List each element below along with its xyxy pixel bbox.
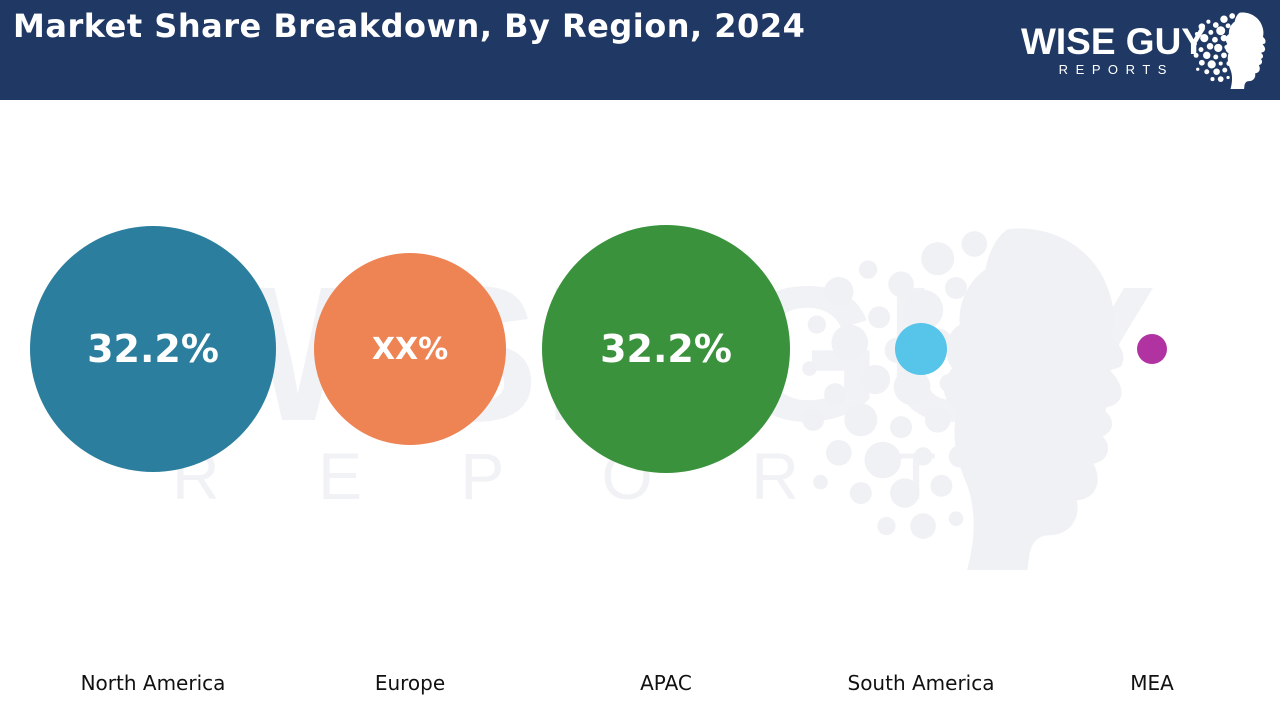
bubble-europe: XX% [314,253,506,445]
axis-label-south-america: South America [847,671,995,695]
bubble-value-label: XX% [371,331,449,367]
axis-label-north-america: North America [80,671,226,695]
bubble-north-america: 32.2% [30,226,276,472]
logo-subtitle-text: R E P O R T S [1058,61,1169,77]
bubble-apac: 32.2% [542,225,790,473]
bubble-mea [1137,334,1167,364]
axis-label-europe: Europe [374,671,446,695]
header: Market Share Breakdown, By Region, 2024 … [0,0,1280,100]
bubble-south-america [895,323,947,375]
page-title: Market Share Breakdown, By Region, 2024 [13,7,806,45]
wise-guy-logo: WISE GUY R E P O R T S [1021,4,1274,96]
axis-label-apac: APAC [640,671,692,695]
logo-title-text: WISE GUY [1020,21,1206,63]
watermark-head-icon [782,222,1174,570]
bubble-value-label: 32.2% [600,327,732,371]
bubble-value-label: 32.2% [87,327,219,371]
logo-wordmark: WISE GUY R E P O R T S [1020,21,1206,77]
axis-label-mea: MEA [1130,671,1174,695]
